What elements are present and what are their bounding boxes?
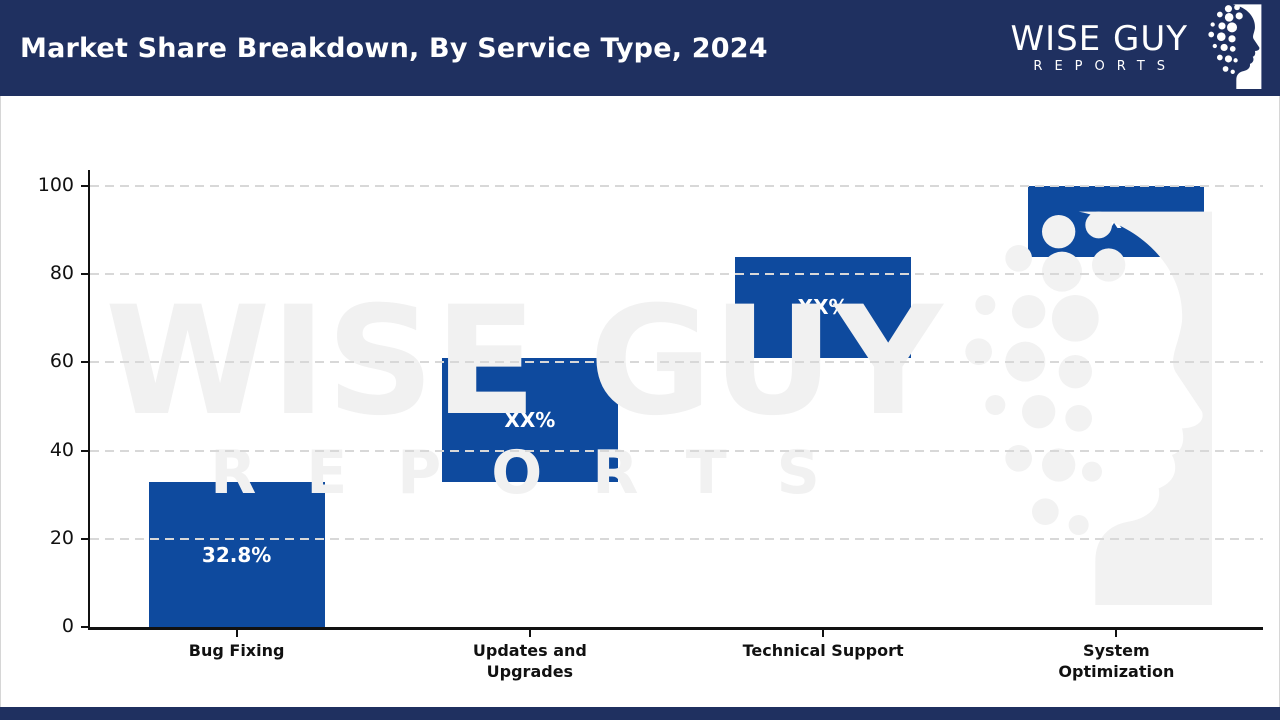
y-tick — [81, 537, 90, 540]
y-tick — [81, 626, 90, 628]
bar-value-label: XX% — [504, 408, 556, 433]
watermark-head-icon — [862, 205, 1242, 609]
y-tick — [81, 185, 90, 187]
bar: XX% — [735, 256, 912, 358]
y-tick — [81, 449, 90, 452]
x-category-label: Technical Support — [742, 641, 904, 660]
y-tick-label: 20 — [49, 526, 74, 549]
gridline — [90, 273, 1263, 276]
y-axis-spine — [88, 170, 90, 629]
y-tick-label: 80 — [49, 262, 74, 285]
gridline — [90, 185, 1263, 187]
y-tick — [81, 273, 90, 276]
x-tick — [528, 630, 531, 637]
bar-value-label: 32.8% — [201, 542, 272, 567]
x-axis-line — [88, 627, 1263, 630]
gridline — [90, 361, 1263, 364]
y-tick-label: 100 — [37, 174, 74, 196]
logo-head-icon — [1190, 3, 1264, 93]
brand-sub: REPORTS — [1033, 59, 1178, 74]
x-tick — [822, 630, 825, 637]
x-tick — [235, 630, 238, 637]
x-category-label: Bug Fixing — [188, 641, 285, 660]
brand-text: WISE GUY REPORTS — [1010, 22, 1188, 74]
bar: 32.8% — [148, 482, 325, 627]
y-tick — [81, 361, 90, 364]
gridline — [90, 537, 1263, 540]
bar: XX% — [441, 357, 618, 483]
y-tick-label: 60 — [49, 350, 74, 373]
gridline — [90, 449, 1263, 452]
bar-value-label: XX% — [1090, 209, 1142, 234]
bar-value-label: XX% — [797, 295, 849, 320]
y-tick-label: 40 — [49, 438, 74, 461]
brand-logo: WISE GUY REPORTS — [1010, 0, 1264, 96]
x-category-label: System Optimization — [1058, 641, 1175, 681]
brand-name: WISE GUY — [1010, 19, 1188, 59]
footer-bar — [0, 707, 1280, 720]
header-band: Market Share Breakdown, By Service Type,… — [0, 0, 1280, 96]
page-title: Market Share Breakdown, By Service Type,… — [20, 32, 768, 64]
bar: XX% — [1028, 186, 1205, 257]
x-category-label: Updates and Upgrades — [472, 641, 587, 681]
x-tick — [1115, 630, 1118, 637]
y-tick-label: 0 — [61, 615, 74, 637]
